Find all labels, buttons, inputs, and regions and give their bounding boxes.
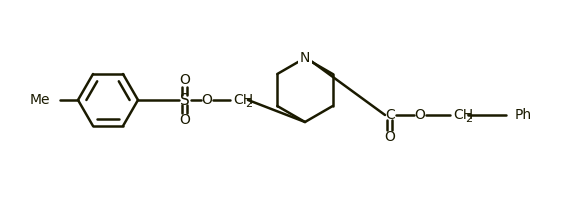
Text: S: S [180, 93, 190, 108]
Text: N: N [300, 51, 310, 65]
Text: O: O [201, 93, 213, 107]
Text: CH: CH [233, 93, 253, 107]
Text: 2: 2 [245, 99, 252, 109]
Text: N: N [300, 51, 310, 65]
Text: O: O [180, 73, 190, 87]
Text: O: O [384, 130, 396, 144]
Text: O: O [415, 108, 425, 122]
Text: C: C [385, 108, 395, 122]
Text: 2: 2 [465, 114, 472, 124]
Text: O: O [180, 113, 190, 127]
Text: CH: CH [453, 108, 473, 122]
Text: Ph: Ph [515, 108, 532, 122]
Text: Me: Me [30, 93, 50, 107]
